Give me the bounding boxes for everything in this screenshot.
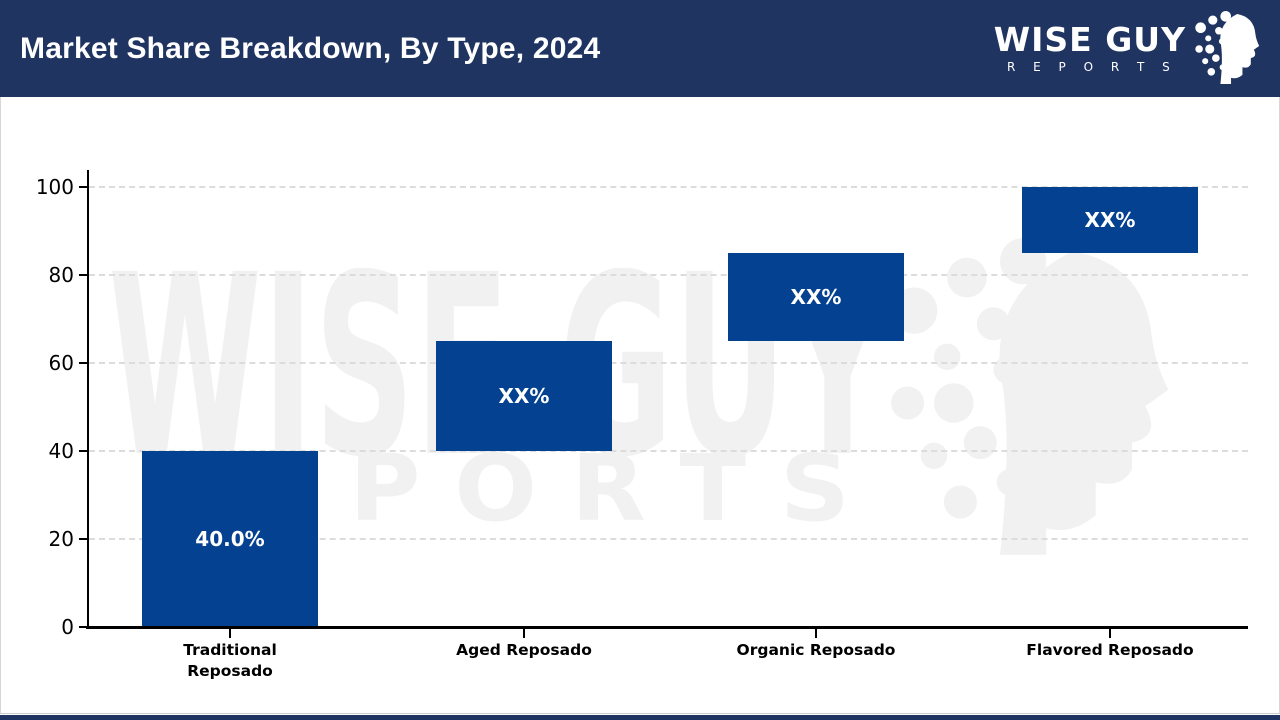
y-tick-mark-0	[79, 626, 88, 628]
bar-traditional-reposado: 40.0%	[142, 451, 318, 627]
x-tick-label-line: Organic Reposado	[736, 641, 896, 659]
bar-value-label: XX%	[1084, 208, 1136, 232]
x-tick-mark-traditional-reposado	[229, 629, 231, 638]
dotted-head-icon	[1190, 8, 1266, 90]
gridline-60	[89, 362, 1248, 364]
x-tick-label-line: Aged Reposado	[456, 641, 592, 659]
x-tick-mark-organic-reposado	[815, 629, 817, 638]
x-tick-mark-aged-reposado	[523, 629, 525, 638]
logo-text: WISE GUY R E P O R T S	[994, 23, 1186, 74]
header-bar: Market Share Breakdown, By Type, 2024 WI…	[0, 0, 1280, 97]
y-tick-label-0: 0	[61, 615, 74, 639]
x-tick-label-flavored-reposado: Flavored Reposado	[990, 640, 1230, 661]
gridline-40	[89, 450, 1248, 452]
y-tick-label-100: 100	[35, 175, 74, 199]
gridline-100	[89, 186, 1248, 188]
x-tick-label-line: Flavored Reposado	[1026, 641, 1194, 659]
page-border-bottom	[0, 713, 1280, 714]
page-border-left	[0, 97, 1, 714]
bar-value-label: 40.0%	[195, 527, 265, 551]
y-tick-mark-20	[79, 538, 88, 540]
x-tick-label-line: Traditional	[183, 641, 277, 659]
bar-value-label: XX%	[498, 384, 550, 408]
x-tick-label-aged-reposado: Aged Reposado	[404, 640, 644, 661]
bar-value-label: XX%	[790, 285, 842, 309]
y-tick-mark-60	[79, 362, 88, 364]
logo-name: WISE GUY	[993, 20, 1186, 59]
x-tick-label-traditional-reposado: Traditional Reposado	[110, 640, 350, 682]
y-tick-mark-80	[79, 274, 88, 276]
page-title: Market Share Breakdown, By Type, 2024	[20, 31, 601, 65]
bar-flavored-reposado: XX%	[1022, 187, 1198, 253]
y-tick-label-20: 20	[48, 527, 74, 551]
y-tick-mark-100	[79, 186, 88, 188]
y-tick-label-80: 80	[48, 263, 74, 287]
x-tick-mark-flavored-reposado	[1109, 629, 1111, 638]
x-tick-label-line: Reposado	[187, 662, 273, 680]
footer-strip	[0, 715, 1280, 720]
gridline-20	[89, 538, 1248, 540]
y-tick-label-40: 40	[48, 439, 74, 463]
y-axis-line	[87, 170, 89, 629]
wise-guy-reports-logo: WISE GUY R E P O R T S	[994, 8, 1266, 90]
gridline-80	[89, 274, 1248, 276]
x-tick-label-organic-reposado: Organic Reposado	[696, 640, 936, 661]
bar-organic-reposado: XX%	[728, 253, 904, 341]
x-axis-line	[86, 626, 1248, 629]
y-tick-mark-40	[79, 450, 88, 452]
logo-subtext: R E P O R T S	[1006, 60, 1177, 74]
bar-aged-reposado: XX%	[436, 341, 612, 451]
y-tick-label-60: 60	[48, 351, 74, 375]
